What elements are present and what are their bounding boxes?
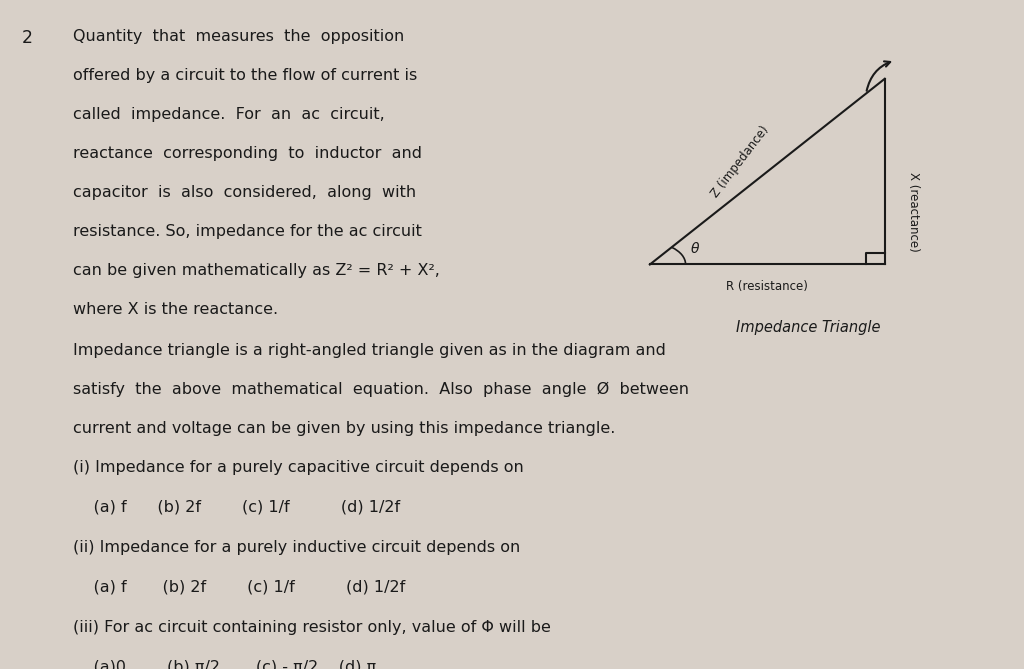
Text: θ: θ xyxy=(691,242,699,256)
Text: offered by a circuit to the flow of current is: offered by a circuit to the flow of curr… xyxy=(73,68,417,83)
Text: current and voltage can be given by using this impedance triangle.: current and voltage can be given by usin… xyxy=(73,421,615,436)
Text: satisfy  the  above  mathematical  equation.  Also  phase  angle  Ø  between: satisfy the above mathematical equation.… xyxy=(73,382,689,397)
Text: Z (impedance): Z (impedance) xyxy=(709,123,771,200)
Text: R (resistance): R (resistance) xyxy=(726,280,808,293)
Text: (i) Impedance for a purely capacitive circuit depends on: (i) Impedance for a purely capacitive ci… xyxy=(73,460,523,475)
Text: where X is the reactance.: where X is the reactance. xyxy=(73,302,278,317)
Text: (a) f       (b) 2f        (c) 1/f          (d) 1/2f: (a) f (b) 2f (c) 1/f (d) 1/2f xyxy=(73,579,406,594)
Text: can be given mathematically as Z² = R² + X²,: can be given mathematically as Z² = R² +… xyxy=(73,263,439,278)
Text: (iii) For ac circuit containing resistor only, value of Φ will be: (iii) For ac circuit containing resistor… xyxy=(73,620,551,635)
Text: (a)0        (b) π/2       (c) - π/2    (d) π: (a)0 (b) π/2 (c) - π/2 (d) π xyxy=(73,659,376,669)
Text: capacitor  is  also  considered,  along  with: capacitor is also considered, along with xyxy=(73,185,416,200)
Text: called  impedance.  For  an  ac  circuit,: called impedance. For an ac circuit, xyxy=(73,107,385,122)
Text: 2: 2 xyxy=(22,29,33,47)
Text: reactance  corresponding  to  inductor  and: reactance corresponding to inductor and xyxy=(73,147,422,161)
Text: (ii) Impedance for a purely inductive circuit depends on: (ii) Impedance for a purely inductive ci… xyxy=(73,540,520,555)
Text: Impedance Triangle: Impedance Triangle xyxy=(736,320,881,335)
Text: Impedance triangle is a right-angled triangle given as in the diagram and: Impedance triangle is a right-angled tri… xyxy=(73,343,666,358)
Text: Quantity  that  measures  the  opposition: Quantity that measures the opposition xyxy=(73,29,404,44)
Text: X (reactance): X (reactance) xyxy=(907,172,920,252)
Text: resistance. So, impedance for the ac circuit: resistance. So, impedance for the ac cir… xyxy=(73,224,422,240)
Text: (a) f      (b) 2f        (c) 1/f          (d) 1/2f: (a) f (b) 2f (c) 1/f (d) 1/2f xyxy=(73,499,400,514)
